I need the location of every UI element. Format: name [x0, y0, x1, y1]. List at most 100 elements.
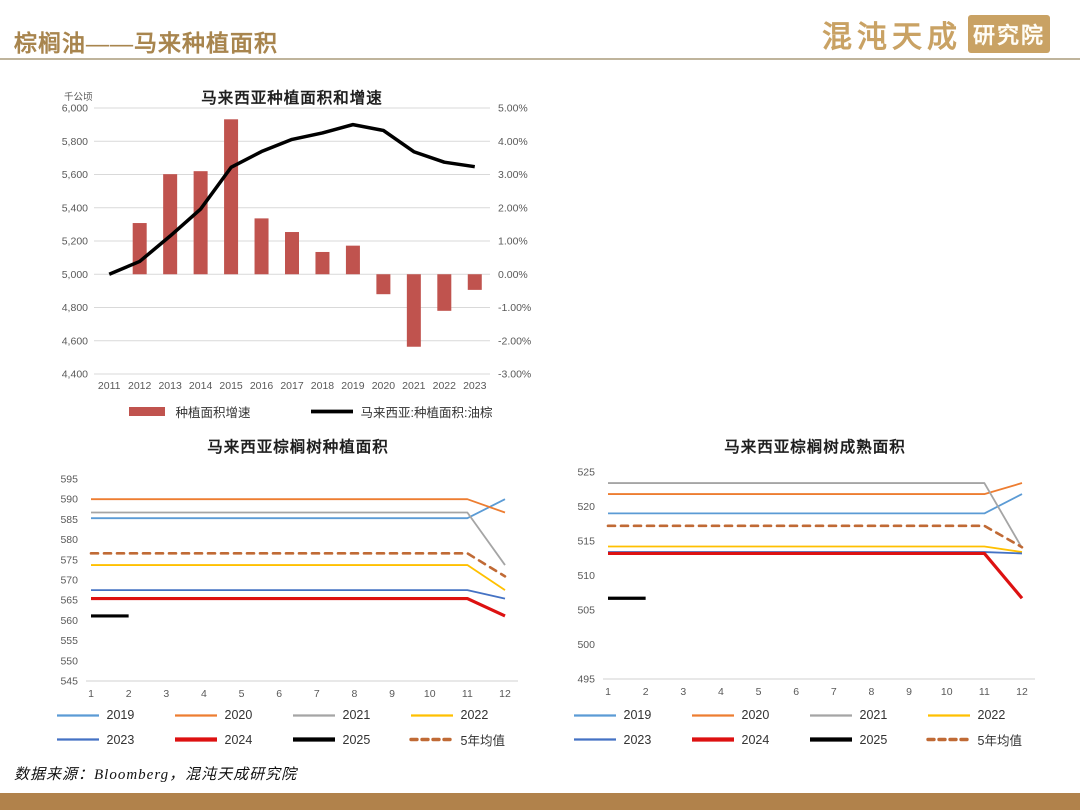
- legend-label: 2023: [623, 732, 652, 747]
- area-growth-chart: 千公顷 马来西亚种植面积和增速 4,400 4,600 4,800 5,000 5,200 5…: [58, 88, 558, 400]
- svg-text:8: 8: [869, 686, 875, 698]
- page-title: 棕榈油——马来种植面积: [14, 31, 278, 56]
- svg-text:5,200: 5,200: [62, 236, 88, 248]
- svg-text:-2.00%: -2.00%: [498, 335, 531, 347]
- svg-text:2015: 2015: [219, 380, 243, 392]
- legend-item-2023: 2023: [572, 730, 690, 749]
- svg-text:2.00%: 2.00%: [498, 202, 528, 214]
- line-swatch-icon: [292, 737, 335, 742]
- legend-item-2025: 2025: [291, 730, 409, 749]
- svg-text:12: 12: [499, 688, 511, 698]
- legend-label: 2022: [977, 708, 1006, 722]
- svg-text:马来西亚种植面积和增速: 马来西亚种植面积和增速: [201, 88, 383, 107]
- svg-text:8: 8: [352, 688, 358, 698]
- svg-text:555: 555: [60, 635, 78, 647]
- svg-text:千公顷: 千公顷: [64, 92, 93, 103]
- line-swatch-icon: [925, 737, 972, 742]
- planted-area-legend: 2019 2020 2021 2022 2023 2024 2025 5年均值: [38, 708, 543, 749]
- svg-text:500: 500: [577, 639, 595, 651]
- svg-text:4: 4: [718, 686, 724, 698]
- svg-text:4,400: 4,400: [62, 369, 88, 381]
- legend-label: 2022: [460, 708, 489, 722]
- svg-text:3.00%: 3.00%: [498, 169, 528, 181]
- bar-swatch-icon: [128, 407, 165, 416]
- svg-text:6: 6: [793, 686, 799, 698]
- svg-text:1: 1: [88, 688, 94, 698]
- svg-text:10: 10: [941, 686, 953, 698]
- line-swatch-icon: [809, 737, 852, 742]
- svg-text:11: 11: [979, 686, 990, 698]
- svg-text:495: 495: [577, 674, 595, 686]
- legend-label: 2020: [741, 708, 770, 722]
- svg-text:9: 9: [389, 688, 395, 698]
- svg-text:7: 7: [831, 686, 837, 698]
- legend-item-2021: 2021: [291, 708, 409, 722]
- legend-item-马来西亚:种植面积:油棕: 马来西亚:种植面积:油棕: [309, 402, 493, 421]
- legend-label: 2021: [859, 708, 888, 722]
- header: 棕榈油——马来种植面积 混沌天成 研究院: [0, 0, 1080, 60]
- svg-text:575: 575: [60, 554, 78, 566]
- legend-label: 2025: [859, 732, 888, 747]
- legend-label: 种植面积增速: [175, 406, 251, 420]
- svg-text:6,000: 6,000: [62, 103, 88, 115]
- legend-item-2022: 2022: [926, 708, 1044, 722]
- svg-text:5,000: 5,000: [62, 269, 88, 281]
- svg-text:2023: 2023: [463, 380, 487, 392]
- svg-text:2012: 2012: [128, 380, 152, 392]
- svg-text:1: 1: [605, 686, 611, 698]
- legend-label: 马来西亚:种植面积:油棕: [360, 406, 493, 420]
- svg-text:5,400: 5,400: [62, 202, 88, 214]
- line-swatch-icon: [292, 713, 335, 717]
- svg-text:9: 9: [906, 686, 912, 698]
- svg-text:12: 12: [1016, 686, 1028, 698]
- svg-text:3: 3: [680, 686, 686, 698]
- svg-text:10: 10: [424, 688, 436, 698]
- svg-text:2014: 2014: [189, 380, 213, 392]
- legend-label: 2019: [623, 708, 652, 722]
- legend-item-2020: 2020: [173, 708, 291, 722]
- legend-label: 2024: [741, 732, 770, 747]
- line-swatch-icon: [174, 737, 217, 742]
- svg-text:1.00%: 1.00%: [498, 236, 528, 248]
- svg-text:4.00%: 4.00%: [498, 136, 528, 148]
- legend-item-2021: 2021: [808, 708, 926, 722]
- svg-text:565: 565: [60, 595, 78, 607]
- planted-area-chart: 马来西亚棕榈树种植面积 545 550 555 560 565 570 575 580 585 59…: [38, 436, 543, 698]
- svg-text:525: 525: [577, 467, 595, 479]
- svg-text:580: 580: [60, 534, 78, 546]
- svg-text:510: 510: [577, 570, 595, 582]
- line-swatch-icon: [56, 713, 99, 717]
- logo: 混沌天成 研究院: [822, 12, 1050, 56]
- svg-text:570: 570: [60, 575, 78, 587]
- svg-text:5.00%: 5.00%: [498, 103, 528, 115]
- legend-item-2019: 2019: [572, 708, 690, 722]
- svg-text:520: 520: [577, 501, 595, 513]
- svg-text:515: 515: [577, 536, 595, 548]
- legend-item-种植面积增速: 种植面积增速: [124, 402, 251, 421]
- svg-text:2022: 2022: [433, 380, 457, 392]
- legend-item-2023: 2023: [55, 730, 173, 749]
- svg-text:590: 590: [60, 494, 78, 506]
- svg-text:2018: 2018: [311, 380, 335, 392]
- legend-label: 2021: [342, 708, 371, 722]
- mature-area-legend: 2019 2020 2021 2022 2023 2024 2025 5年均值: [555, 708, 1060, 749]
- legend-item-2024: 2024: [173, 730, 291, 749]
- legend-item-2022: 2022: [409, 708, 527, 722]
- svg-text:4,600: 4,600: [62, 335, 88, 347]
- area-growth-legend: 种植面积增速 马来西亚:种植面积:油棕: [58, 402, 558, 421]
- svg-text:550: 550: [60, 655, 78, 667]
- line-swatch-icon: [56, 738, 99, 741]
- svg-text:马来西亚棕榈树成熟面积: 马来西亚棕榈树成熟面积: [724, 437, 906, 456]
- legend-label: 5年均值: [977, 734, 1022, 748]
- legend-label: 2025: [342, 732, 371, 747]
- line-swatch-icon: [573, 738, 616, 741]
- svg-text:5,600: 5,600: [62, 169, 88, 181]
- svg-text:560: 560: [60, 615, 78, 627]
- legend-item-2019: 2019: [55, 708, 173, 722]
- svg-text:-3.00%: -3.00%: [498, 369, 531, 381]
- svg-text:5: 5: [239, 688, 245, 698]
- svg-text:3: 3: [163, 688, 169, 698]
- svg-text:2021: 2021: [402, 380, 426, 392]
- svg-text:7: 7: [314, 688, 320, 698]
